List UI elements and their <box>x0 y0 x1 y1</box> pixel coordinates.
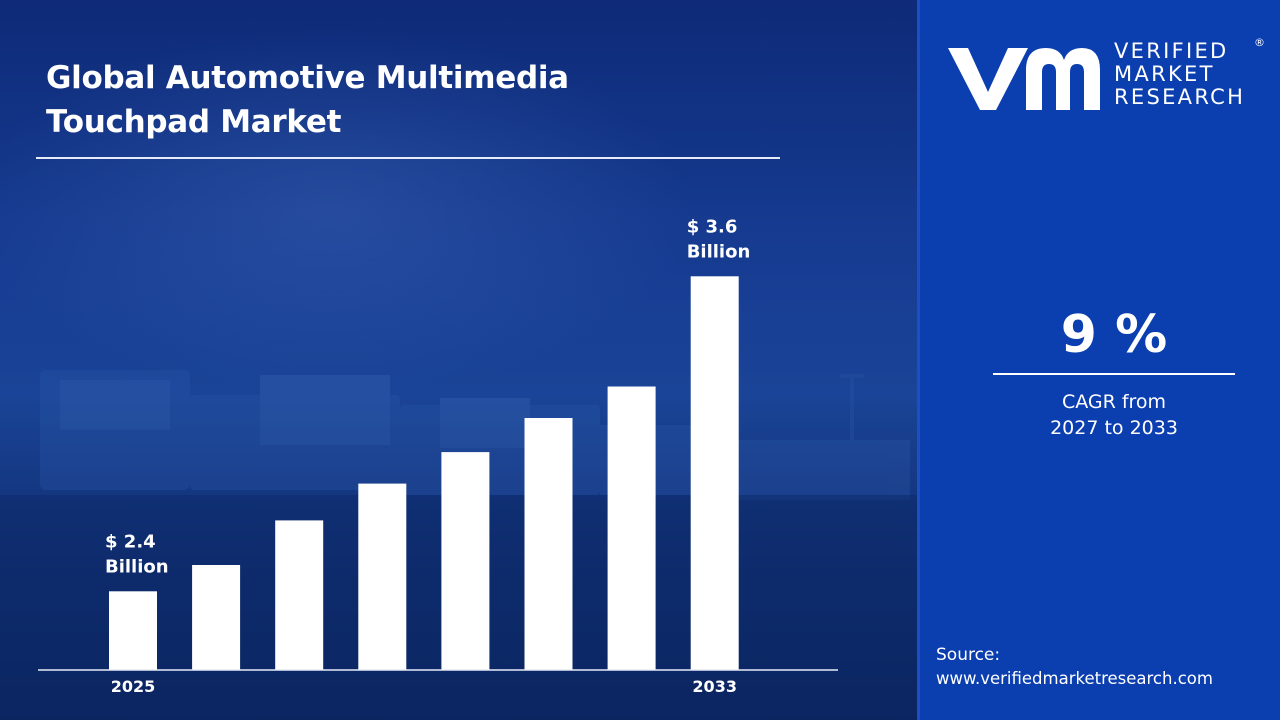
brand-line-2: MARKET <box>1114 62 1215 86</box>
chart-title-line-1: Global Automotive Multimedia <box>46 60 569 96</box>
bar-0 <box>109 591 157 671</box>
x-tick-label-0: 2025 <box>111 677 156 696</box>
source-url: www.verifiedmarketresearch.com <box>936 669 1213 688</box>
data-label-7-line-2: Billion <box>687 241 751 262</box>
bar-chart: $ 2.4 Billion $ 3.6 Billion 2025 2033 <box>38 216 838 696</box>
brand-wordmark: VERIFIED MARKET RESEARCH <box>1114 40 1264 109</box>
brand-line-1: VERIFIED <box>1114 39 1229 63</box>
brand-logo: VERIFIED MARKET RESEARCH ® <box>942 36 1265 120</box>
info-panel <box>920 0 1280 720</box>
bar-2 <box>275 520 324 670</box>
cagr-label-line-2: 2027 to 2033 <box>1050 417 1178 439</box>
cagr-value: 9 % <box>1060 305 1168 365</box>
bar-3 <box>358 483 407 670</box>
panel-divider <box>917 0 922 720</box>
source-block: Source: www.verifiedmarketresearch.com <box>936 644 1276 690</box>
vmr-logo-mark <box>948 48 1100 110</box>
chart-title: Global Automotive Multimedia Touchpad Ma… <box>46 56 746 144</box>
registered-mark: ® <box>1254 36 1265 49</box>
data-label-0-line-1: $ 2.4 <box>105 531 156 552</box>
data-label-0-line-2: Billion <box>105 556 169 577</box>
bar-5 <box>524 418 573 670</box>
bar-7 <box>690 276 739 671</box>
bar-4 <box>441 452 490 670</box>
bar-6 <box>607 386 656 670</box>
x-tick-label-7: 2033 <box>692 677 737 696</box>
data-label-7-line-1: $ 3.6 <box>687 216 738 237</box>
bar-1 <box>192 565 241 670</box>
title-underline <box>36 157 780 159</box>
cagr-label-line-1: CAGR from <box>1061 391 1167 413</box>
chart-title-line-2: Touchpad Market <box>46 104 342 140</box>
cagr-label: CAGR from 2027 to 2033 <box>993 389 1235 441</box>
brand-line-3: RESEARCH <box>1114 85 1246 109</box>
source-label: Source: <box>936 645 1001 665</box>
cagr-divider <box>993 373 1235 375</box>
